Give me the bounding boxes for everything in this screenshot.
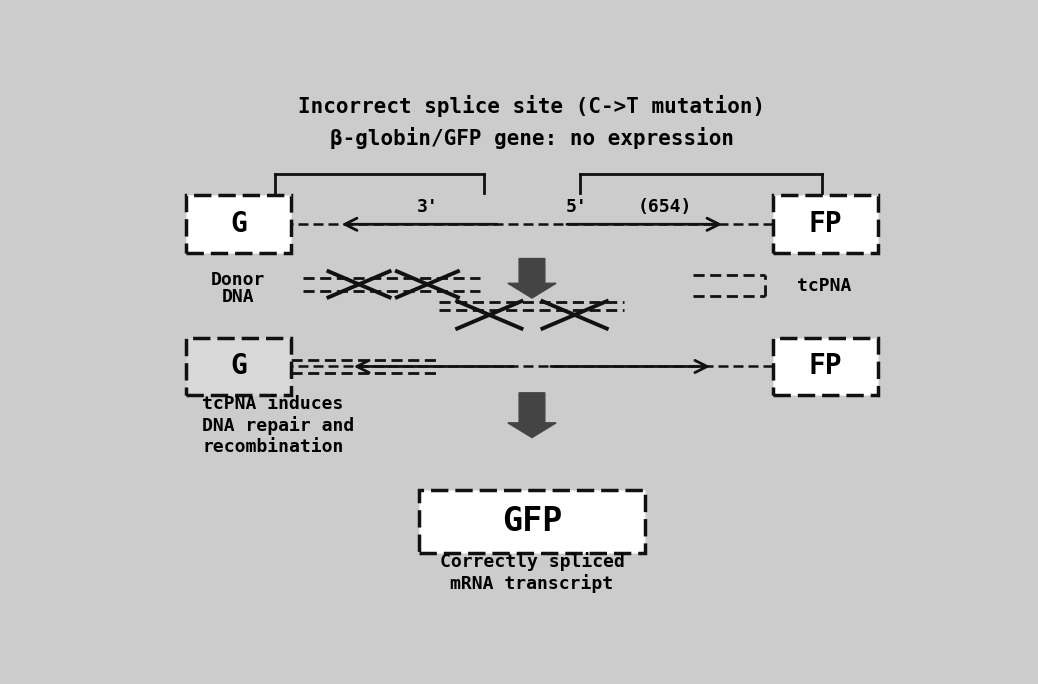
FancyBboxPatch shape	[773, 196, 878, 253]
Text: Incorrect splice site (C->T mutation): Incorrect splice site (C->T mutation)	[298, 95, 766, 117]
Text: Donor: Donor	[211, 271, 266, 289]
FancyBboxPatch shape	[773, 337, 878, 395]
Text: 3': 3'	[416, 198, 438, 216]
Text: GFP: GFP	[501, 505, 563, 538]
FancyBboxPatch shape	[186, 337, 291, 395]
Text: G: G	[230, 352, 247, 380]
FancyArrow shape	[508, 259, 556, 298]
FancyArrow shape	[508, 393, 556, 438]
FancyBboxPatch shape	[419, 490, 645, 553]
Text: tcPNA: tcPNA	[797, 277, 852, 295]
Text: FP: FP	[809, 210, 843, 238]
Text: DNA: DNA	[222, 288, 254, 306]
Text: 5': 5'	[566, 198, 588, 216]
Text: tcPNA induces
DNA repair and
recombination: tcPNA induces DNA repair and recombinati…	[202, 395, 354, 456]
Text: G: G	[230, 210, 247, 238]
Text: β-globin/GFP gene: no expression: β-globin/GFP gene: no expression	[330, 127, 734, 149]
Text: (654): (654)	[637, 198, 692, 216]
Text: FP: FP	[809, 352, 843, 380]
FancyBboxPatch shape	[186, 196, 291, 253]
Text: Correctly spliced
mRNA transcript: Correctly spliced mRNA transcript	[439, 552, 625, 593]
